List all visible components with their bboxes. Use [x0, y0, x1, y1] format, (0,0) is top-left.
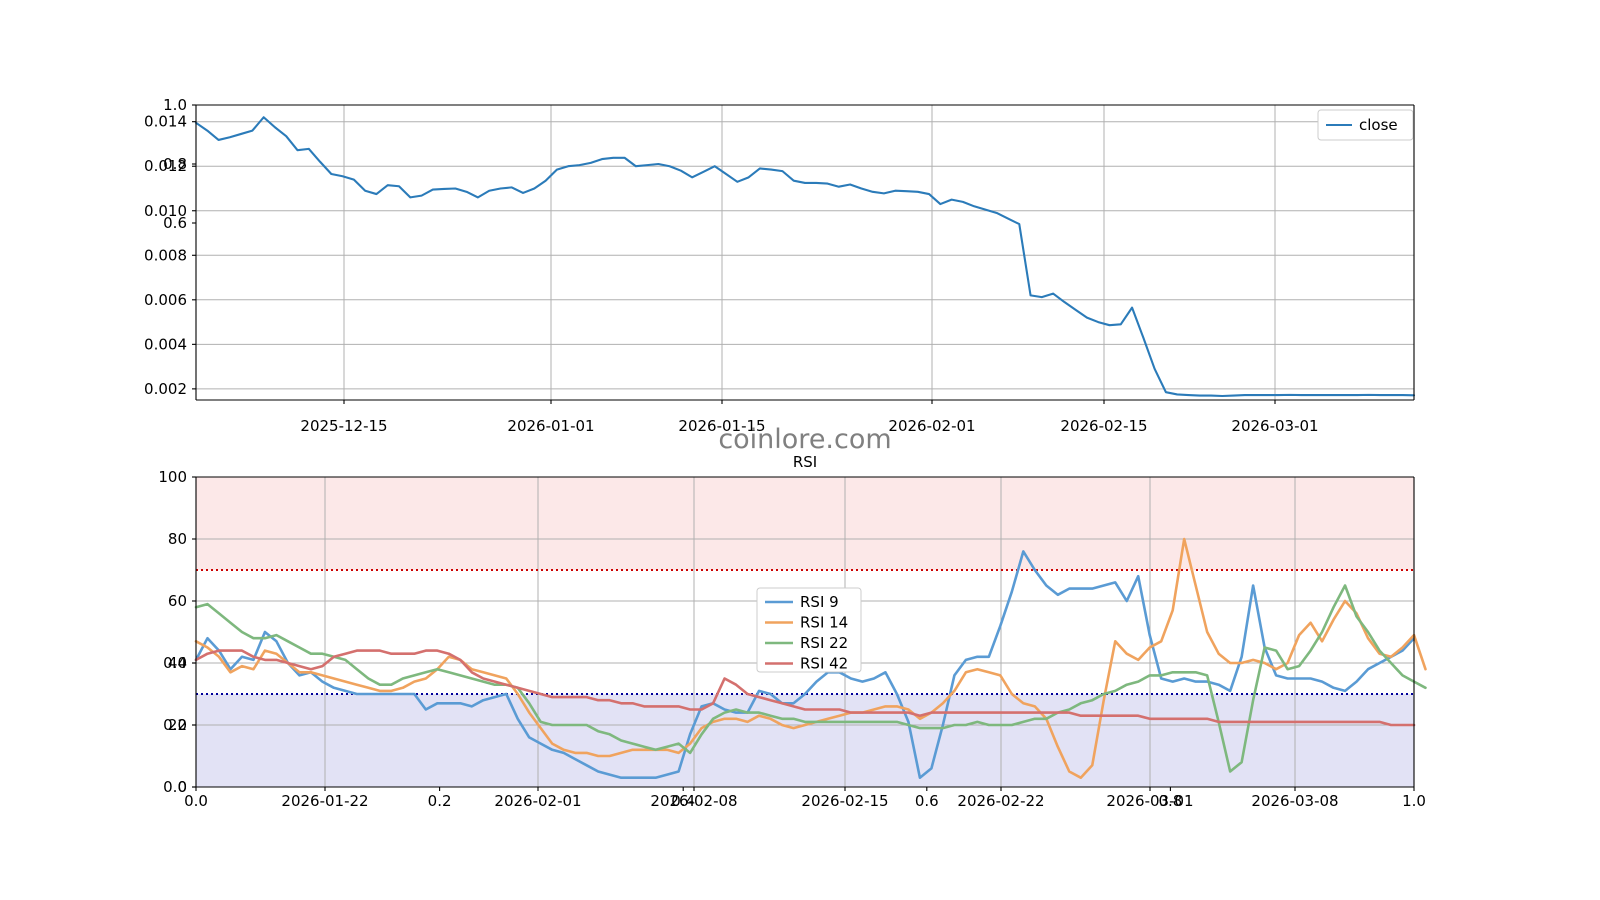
rsi-x-tick-label: 2026-03-01 — [1106, 792, 1193, 810]
rsi-y-tick-label: 100 — [158, 468, 187, 486]
price-y-secondary-tick-label: 1.0 — [163, 96, 187, 114]
rsi-x-secondary-tick-label: 1.0 — [1402, 792, 1426, 810]
price-x-tick-label: 2026-03-01 — [1231, 417, 1318, 435]
rsi-series-line — [194, 584, 1427, 773]
rsi-y-secondary-tick-label: 0.4 — [163, 654, 187, 672]
price-legend-label: close — [1359, 116, 1398, 134]
price-series-group — [194, 116, 1416, 398]
price-y-secondary-tick-labels: 0.6 0.8 1.0 — [163, 96, 196, 232]
price-plot-background — [196, 105, 1414, 400]
price-close-line — [194, 116, 1416, 398]
price-gridlines — [196, 105, 1414, 400]
rsi-legend-label: RSI 22 — [800, 634, 848, 652]
rsi-threshold-bands — [196, 477, 1414, 787]
price-x-tick-label: 2026-02-01 — [888, 417, 975, 435]
rsi-legend-box[interactable] — [756, 587, 862, 673]
rsi-x-tick-label: 2026-02-15 — [801, 792, 888, 810]
rsi-series-line — [194, 537, 1427, 779]
rsi-legend-label: RSI 9 — [800, 593, 839, 611]
rsi-x-secondary-tick-label: 0.4 — [671, 792, 695, 810]
rsi-x-tick-label: 2026-03-08 — [1251, 792, 1338, 810]
rsi-series-group — [194, 537, 1427, 779]
rsi-y-tick-label: 60 — [168, 592, 187, 610]
rsi-x-tick-label: 2026-01-22 — [281, 792, 368, 810]
rsi-x-secondary-tick-label: 0.2 — [428, 792, 452, 810]
rsi-series-line — [194, 550, 1416, 779]
price-y-tick-labels: 0.002 0.004 0.006 0.008 0.010 0.012 0.014 — [144, 113, 187, 398]
rsi-legend-label: RSI 42 — [800, 655, 848, 673]
rsi-y-secondary-tick-label: 0.0 — [163, 778, 187, 796]
price-legend[interactable]: close — [1317, 109, 1414, 141]
rsi-y-tick-label: 80 — [168, 530, 187, 548]
price-legend-box[interactable] — [1317, 109, 1414, 141]
rsi-overbought-band — [196, 477, 1414, 570]
rsi-legend-label: RSI 14 — [800, 614, 848, 632]
price-x-tick-label: 2026-01-15 — [678, 417, 765, 435]
rsi-x-secondary-tick-labels: 0.0 0.2 0.4 0.6 0.8 1.0 — [184, 787, 1426, 810]
rsi-x-tick-labels: 2026-01-22 2026-02-01 2026-02-08 2026-02-15… — [281, 792, 1338, 810]
rsi-y-tick-label: 40 — [168, 654, 187, 672]
rsi-y-tick-labels: 0 20 40 60 80 100 — [158, 468, 187, 796]
rsi-x-secondary-tick-label: 0.6 — [915, 792, 939, 810]
price-y-tick-label: 0.006 — [144, 291, 187, 309]
rsi-oversold-band — [196, 694, 1414, 787]
price-y-tick-label: 0.004 — [144, 335, 187, 353]
price-axis-frame — [195, 104, 1415, 401]
price-y-tick-label: 0.002 — [144, 380, 187, 398]
rsi-x-tick-label: 2026-02-22 — [957, 792, 1044, 810]
rsi-series-line — [194, 649, 1416, 727]
rsi-title: RSI — [793, 453, 817, 471]
rsi-y-tick-label: 0 — [177, 778, 187, 796]
price-y-tick-label: 0.008 — [144, 246, 187, 264]
rsi-y-tick-label: 20 — [168, 716, 187, 734]
rsi-legend[interactable]: RSI 9 RSI 14 RSI 22 RSI 42 — [756, 587, 862, 673]
rsi-panel: 0 20 40 60 80 100 0.0 0.2 0.4 2026-01-22 2026-02… — [158, 453, 1427, 810]
price-x-tick-label: 2026-01-01 — [507, 417, 594, 435]
price-tickmarks — [192, 121, 1276, 404]
rsi-y-secondary-tick-label: 0.2 — [163, 716, 187, 734]
price-x-tick-labels: 2025-12-15 2026-01-01 2026-01-15 2026-02-01… — [300, 417, 1318, 435]
rsi-axis-frame — [195, 476, 1415, 788]
price-x-tick-label: 2025-12-15 — [300, 417, 387, 435]
price-y-tick-label: 0.014 — [144, 113, 187, 131]
price-y-secondary-tick-label: 0.6 — [163, 214, 187, 232]
price-y-tick-label: 0.012 — [144, 157, 187, 175]
rsi-y-secondary-tick-labels: 0.0 0.2 0.4 — [163, 654, 196, 796]
rsi-x-secondary-tick-label: 0.0 — [184, 792, 208, 810]
price-y-tick-label: 0.010 — [144, 202, 187, 220]
price-y-secondary-tick-label: 0.8 — [163, 155, 187, 173]
rsi-x-tick-label: 2026-02-01 — [494, 792, 581, 810]
rsi-x-secondary-tick-label: 0.8 — [1158, 792, 1182, 810]
watermark-coinlore: coinlore.com — [718, 424, 891, 455]
rsi-x-tick-label: 2026-02-08 — [650, 792, 737, 810]
price-x-tick-label: 2026-02-15 — [1060, 417, 1147, 435]
